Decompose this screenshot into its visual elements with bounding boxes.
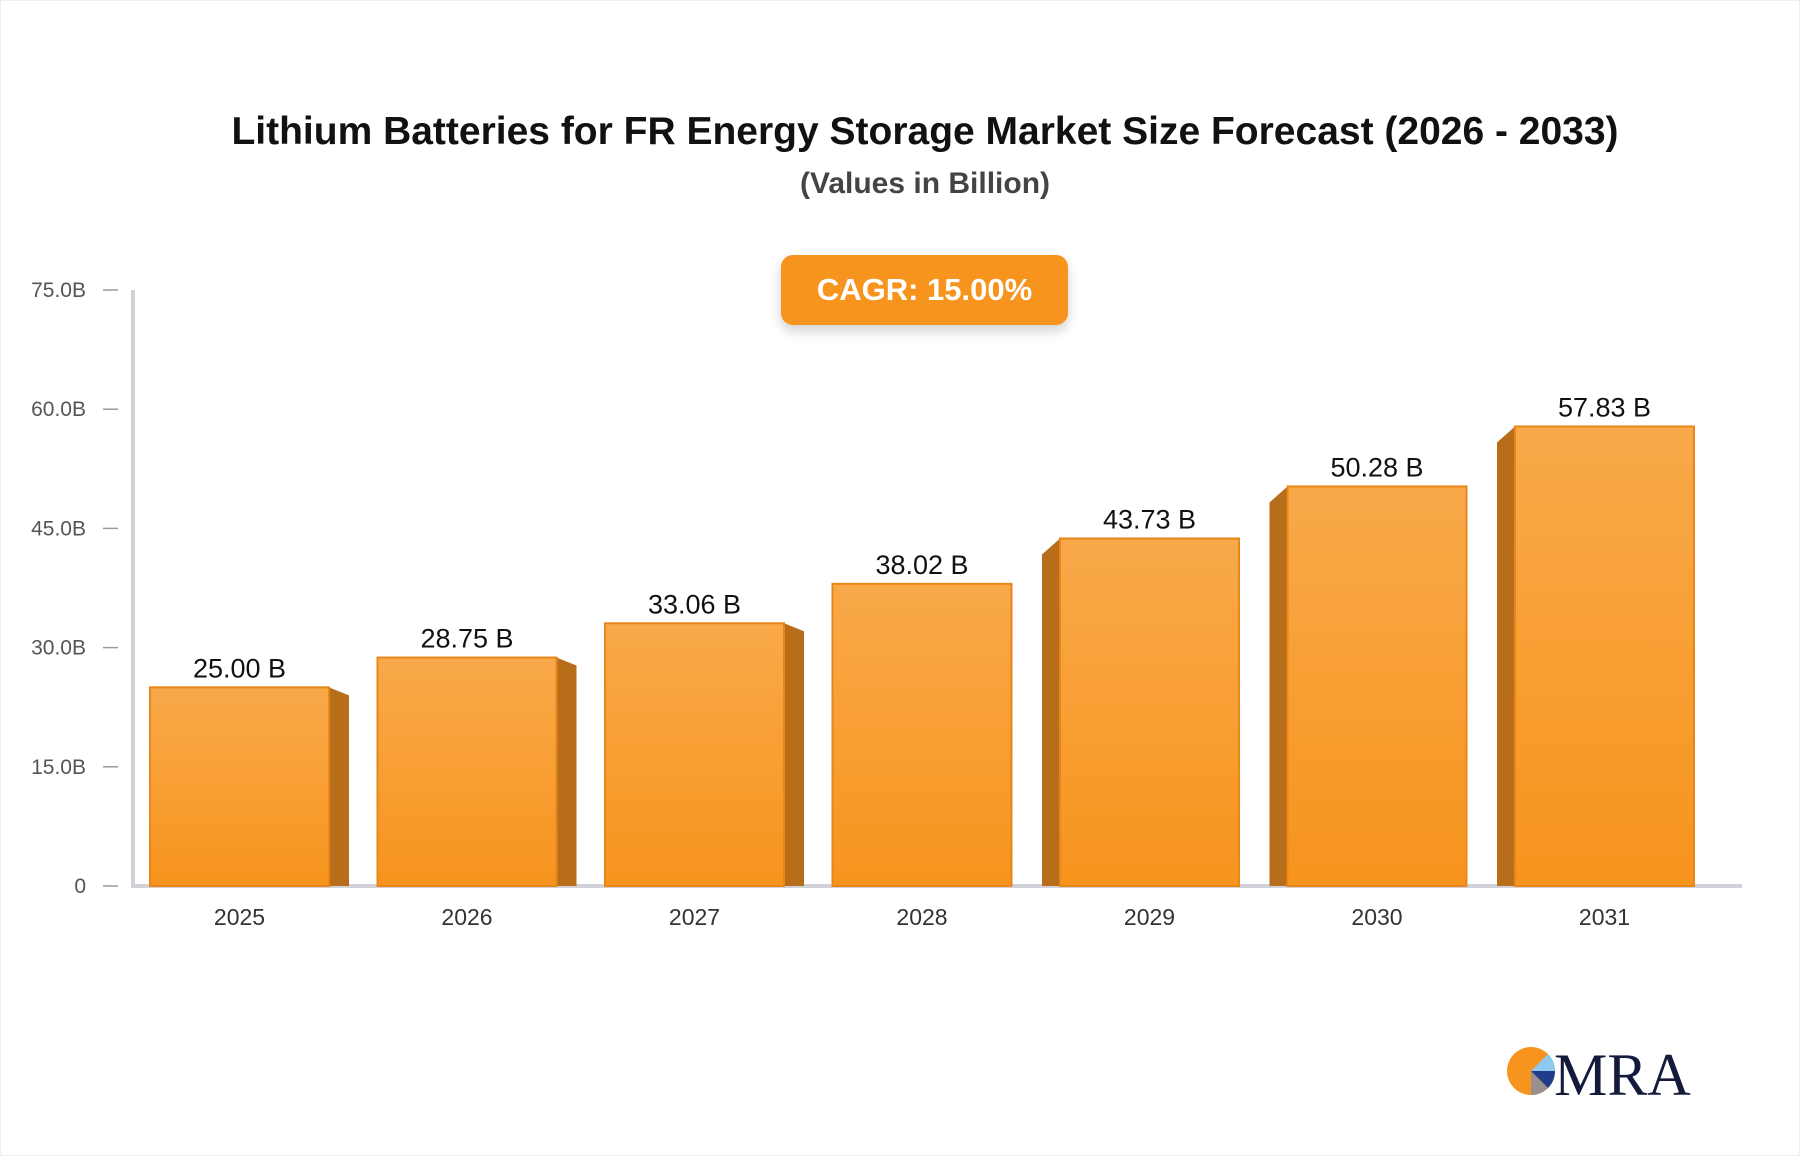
bar-side (1497, 426, 1515, 886)
bar-2031 (1514, 425, 1695, 887)
chart-title: Lithium Batteries for FR Energy Storage … (231, 110, 1619, 153)
bar-side (1042, 538, 1060, 886)
data-label: 43.73 B (1103, 504, 1196, 534)
y-tick-label: 75.0B (31, 279, 86, 302)
bar-2028 (831, 582, 1013, 887)
bar-side (556, 657, 577, 886)
data-label: 50.28 B (1330, 452, 1423, 482)
chart-subtitle: (Values in Billion) (799, 167, 1051, 200)
mra-logo: MRA (1507, 1042, 1691, 1102)
bar-side (329, 687, 349, 886)
bar-side (1269, 486, 1288, 886)
data-label: 25.00 B (193, 653, 286, 683)
data-label: 33.06 B (648, 589, 741, 619)
y-tick-label: 15.0B (31, 756, 86, 779)
y-tick-label: 45.0B (31, 517, 86, 540)
y-tick-label: 60.0B (31, 398, 86, 421)
data-label: 38.02 B (875, 550, 968, 580)
data-label: 28.75 B (420, 624, 513, 654)
x-tick-label: 2027 (669, 904, 720, 930)
x-tick-label: 2030 (1351, 904, 1402, 930)
x-tick-label: 2031 (1579, 904, 1630, 930)
bar-side (784, 623, 804, 886)
x-tick-label: 2029 (1124, 904, 1175, 930)
cagr-badge: CAGR: 15.00% (781, 255, 1068, 325)
data-label: 57.83 B (1558, 392, 1651, 422)
bar-2030 (1286, 485, 1468, 887)
bar-2026 (376, 656, 558, 887)
y-tick-label: 30.0B (31, 637, 86, 660)
x-tick-label: 2025 (214, 904, 265, 930)
x-tick-label: 2028 (896, 904, 947, 930)
logo-text: MRA (1554, 1042, 1691, 1102)
x-tick-label: 2026 (441, 904, 492, 930)
bar-2025 (149, 686, 330, 887)
bar-2027 (604, 622, 785, 887)
y-tick-label: 0 (74, 875, 86, 898)
bar-2029 (1059, 537, 1240, 887)
